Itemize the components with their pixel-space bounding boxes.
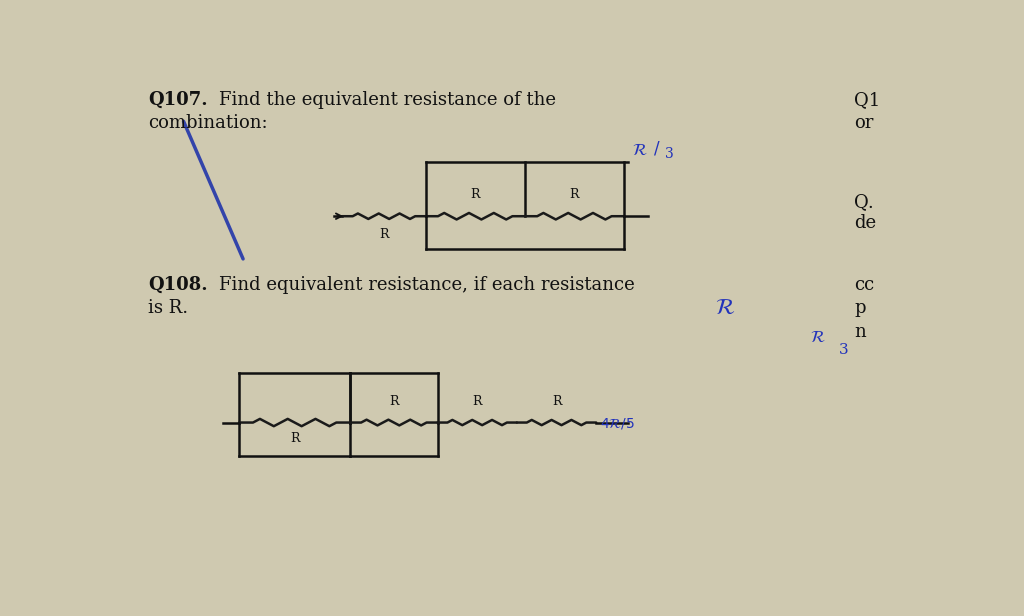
Text: R: R [470, 188, 480, 201]
Text: combination:: combination: [147, 115, 267, 132]
Text: R: R [569, 188, 580, 201]
Text: R: R [290, 432, 299, 445]
Text: Find equivalent resistance, if each resistance: Find equivalent resistance, if each resi… [219, 276, 635, 294]
Text: p: p [854, 299, 865, 317]
Text: $4\mathcal{R}/5$: $4\mathcal{R}/5$ [600, 416, 635, 431]
Text: Find the equivalent resistance of the: Find the equivalent resistance of the [219, 91, 556, 109]
Text: Q107.: Q107. [147, 91, 208, 109]
Text: or: or [854, 115, 873, 132]
Text: Q108.: Q108. [147, 276, 208, 294]
Text: 3: 3 [666, 147, 674, 161]
Text: R: R [472, 394, 482, 408]
Text: is R.: is R. [147, 299, 188, 317]
Text: de: de [854, 214, 877, 232]
Text: cc: cc [854, 276, 874, 294]
Text: R: R [379, 227, 389, 241]
Text: R: R [552, 394, 561, 408]
Text: Q1: Q1 [854, 91, 881, 109]
Text: n: n [854, 323, 866, 341]
Text: $\mathcal{R}$: $\mathcal{R}$ [715, 298, 735, 317]
Text: 3: 3 [839, 342, 849, 357]
Text: Q.: Q. [854, 193, 873, 211]
Text: $\mathcal{R}$: $\mathcal{R}$ [811, 328, 826, 346]
Text: $\mathcal{R}$: $\mathcal{R}$ [632, 140, 647, 158]
Text: R: R [389, 394, 398, 408]
Text: /: / [654, 139, 659, 157]
